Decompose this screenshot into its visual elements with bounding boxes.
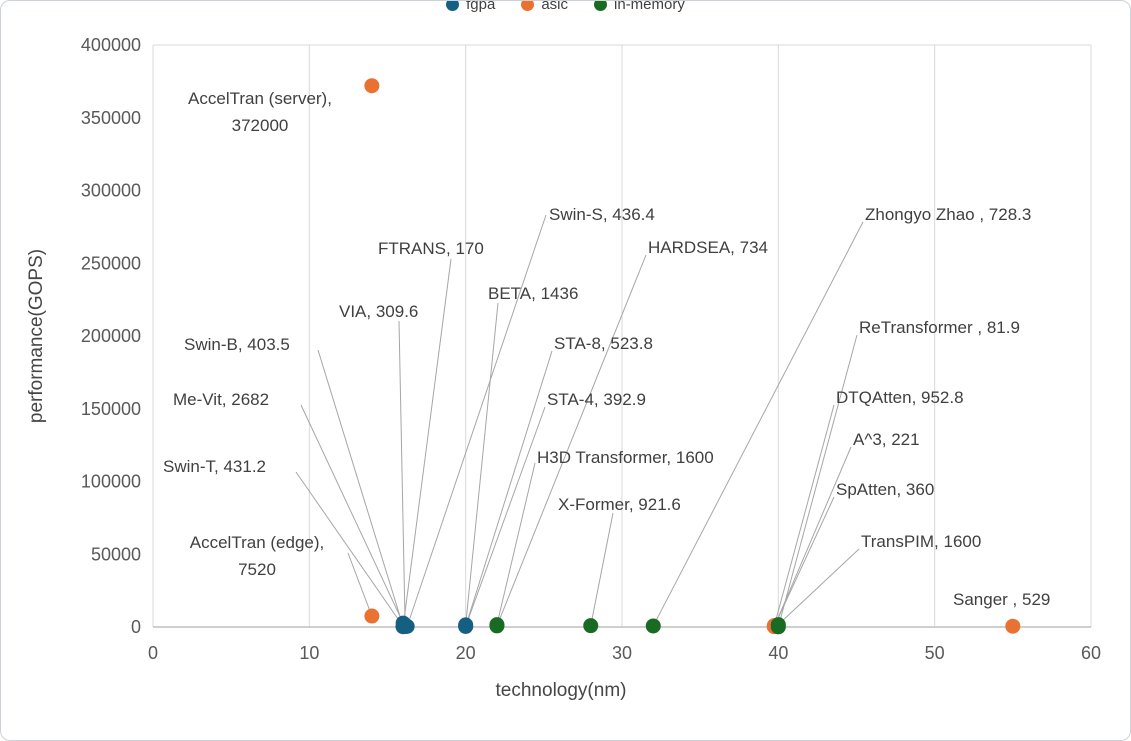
x-tick-label-0: 0 xyxy=(148,643,158,663)
point-label-Swin-S: Swin-S, 436.4 xyxy=(549,205,655,224)
point-label-A^3: A^3, 221 xyxy=(853,430,920,449)
legend-item-in-memory[interactable]: in-memory xyxy=(594,0,685,13)
legend-item-asic[interactable]: asic xyxy=(521,0,569,13)
point-label-Swin-T: Swin-T, 431.2 xyxy=(163,457,266,476)
point-label-AccelTran-server: AccelTran (server), 372000 xyxy=(188,89,332,135)
legend-label-asic: asic xyxy=(541,0,569,13)
leader-line-X-Former xyxy=(590,512,614,626)
point-label-VIA: VIA, 309.6 xyxy=(339,302,419,321)
y-tick-label-0: 0 xyxy=(131,617,141,637)
leader-line-ReTransformer xyxy=(777,334,858,628)
leader-line-VIA xyxy=(398,320,406,627)
leader-line-A^3 xyxy=(773,446,852,627)
legend-label-fgpa: fgpa xyxy=(466,0,496,13)
leader-line-STA-8 xyxy=(465,350,553,627)
chart-legend: fgpa asic in-memory xyxy=(1,0,1130,13)
point-label-BETA: BETA, 1436 xyxy=(488,284,579,303)
point-label-STA-8: STA-8, 523.8 xyxy=(554,334,653,353)
y-tick-label-50000: 50000 xyxy=(91,544,141,564)
y-tick-label-150000: 150000 xyxy=(81,399,141,419)
data-point-H3D-Transformer[interactable] xyxy=(489,617,505,633)
leader-line-Swin-B xyxy=(317,349,404,627)
point-label-H3D-Transformer: H3D Transformer, 1600 xyxy=(537,448,714,467)
y-tick-label-350000: 350000 xyxy=(81,108,141,128)
leader-line-Zhongyo-Zhao xyxy=(652,221,864,627)
point-label-AccelTran-edge: AccelTran (edge), 7520 xyxy=(189,533,325,579)
data-point-FTRANS[interactable] xyxy=(395,619,411,635)
leader-line-STA-4 xyxy=(465,406,546,627)
y-tick-label-100000: 100000 xyxy=(81,472,141,492)
data-point-Sanger[interactable] xyxy=(1005,618,1021,634)
x-axis-title: technology(nm) xyxy=(495,680,627,701)
legend-label-in-memory: in-memory xyxy=(614,0,685,13)
point-label-DTQAtten: DTQAtten, 952.8 xyxy=(836,388,964,407)
data-point-TransPIM[interactable] xyxy=(770,617,786,633)
leader-line-Me-Vit xyxy=(300,404,404,624)
leader-line-DTQAtten xyxy=(773,404,835,626)
x-tick-label-40: 40 xyxy=(768,643,788,663)
point-label-Swin-B: Swin-B, 403.5 xyxy=(184,335,290,354)
x-tick-label-30: 30 xyxy=(612,643,632,663)
y-tick-label-400000: 400000 xyxy=(81,35,141,55)
y-tick-label-200000: 200000 xyxy=(81,326,141,346)
leader-line-HARDSEA xyxy=(496,254,647,627)
leader-line-Swin-T xyxy=(295,471,404,627)
point-label-HARDSEA: HARDSEA, 734 xyxy=(648,238,768,257)
data-point-STA-4[interactable] xyxy=(458,618,474,634)
y-tick-label-250000: 250000 xyxy=(81,253,141,273)
point-label-Zhongyo-Zhao: Zhongyo Zhao , 728.3 xyxy=(865,205,1032,224)
point-label-Sanger: Sanger , 529 xyxy=(953,590,1051,609)
point-label-X-Former: X-Former, 921.6 xyxy=(558,495,681,514)
x-tick-label-10: 10 xyxy=(299,643,319,663)
leader-line-H3D-Transformer xyxy=(496,462,536,625)
point-label-Me-Vit: Me-Vit, 2682 xyxy=(173,390,270,409)
data-point-X-Former[interactable] xyxy=(583,618,599,634)
data-point-AccelTran-server[interactable] xyxy=(364,78,380,94)
leader-line-AccelTran-edge xyxy=(347,552,373,617)
legend-dot-asic xyxy=(521,1,535,11)
leader-line-Swin-S xyxy=(406,214,547,627)
y-tick-label-300000: 300000 xyxy=(81,181,141,201)
leader-line-TransPIM xyxy=(777,548,860,626)
legend-dot-in-memory xyxy=(594,1,608,11)
x-tick-label-20: 20 xyxy=(456,643,476,663)
legend-item-fgpa[interactable]: fgpa xyxy=(446,0,496,13)
data-point-AccelTran-edge[interactable] xyxy=(364,608,380,624)
data-point-Zhongyo-Zhao[interactable] xyxy=(645,618,661,634)
point-label-TransPIM: TransPIM, 1600 xyxy=(861,532,982,551)
legend-dot-fgpa xyxy=(446,1,460,11)
point-label-STA-4: STA-4, 392.9 xyxy=(547,390,646,409)
leader-line-FTRANS xyxy=(402,258,452,627)
point-label-FTRANS: FTRANS, 170 xyxy=(378,239,484,258)
x-tick-label-50: 50 xyxy=(925,643,945,663)
point-label-ReTransformer: ReTransformer , 81.9 xyxy=(859,318,1020,337)
leader-line-BETA xyxy=(465,302,499,625)
x-tick-label-60: 60 xyxy=(1081,643,1101,663)
y-axis-title: performance(GOPS) xyxy=(26,248,47,424)
point-label-SpAtten: SpAtten, 360 xyxy=(836,480,935,499)
